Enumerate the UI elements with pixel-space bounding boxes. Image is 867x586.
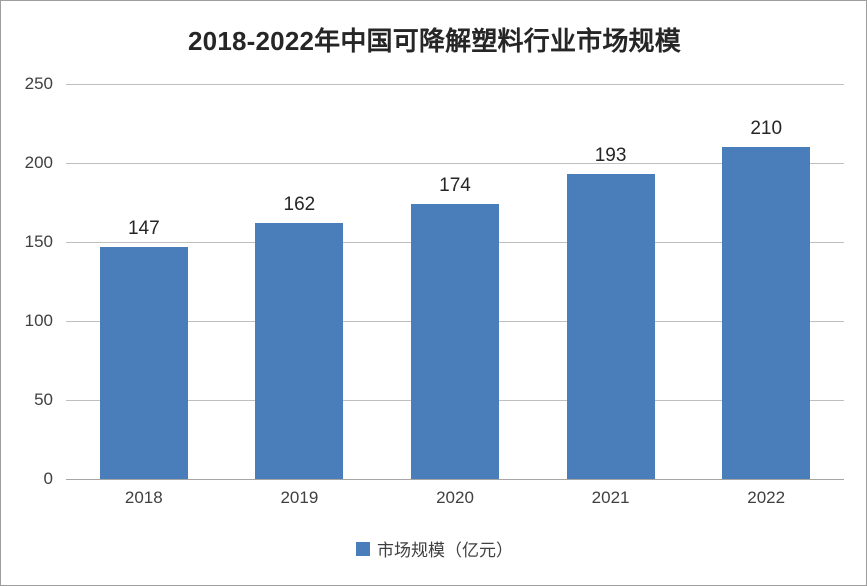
x-axis-tick-label: 2021 <box>591 488 630 507</box>
chart-title: 2018-2022年中国可降解塑料行业市场规模 <box>188 26 681 56</box>
bar-2021[interactable] <box>566 174 655 479</box>
plot-area: 147 162 174 193 210 <box>66 84 844 480</box>
bar-value-label: 193 <box>594 145 627 167</box>
bar-value-label: 210 <box>750 118 783 140</box>
bar-2020[interactable] <box>411 204 499 479</box>
x-axis-tick-label: 2019 <box>280 488 319 507</box>
legend-item-label: 市场规模（亿元） <box>377 541 513 560</box>
square-swatch-icon <box>356 541 370 556</box>
bar-2022[interactable] <box>722 147 811 479</box>
bar-value-label: 162 <box>283 194 316 216</box>
bar-2018[interactable] <box>99 246 188 479</box>
y-axis-tick-label: 250 <box>24 74 53 93</box>
y-axis-tick-labels: 0 50 100 150 200 250 <box>7 74 53 488</box>
x-axis-tick-label: 2022 <box>747 488 786 507</box>
y-axis-tick-label: 150 <box>24 232 53 251</box>
y-axis-tick-label: 200 <box>24 153 53 172</box>
chart-legend: 市场规模（亿元） <box>1 536 866 561</box>
x-axis-tick-label: 2018 <box>124 488 163 507</box>
x-axis-tick-label: 2020 <box>436 488 474 507</box>
y-axis-tick-label: 50 <box>34 390 53 409</box>
gridline <box>66 479 844 480</box>
y-axis-tick-label: 0 <box>43 469 53 488</box>
bar-value-label: 174 <box>439 175 471 197</box>
bar-2019[interactable] <box>255 223 344 479</box>
gridline <box>66 84 844 85</box>
y-axis-tick-label: 100 <box>24 311 53 330</box>
bar-value-label: 147 <box>127 217 160 239</box>
gridline <box>66 163 844 164</box>
